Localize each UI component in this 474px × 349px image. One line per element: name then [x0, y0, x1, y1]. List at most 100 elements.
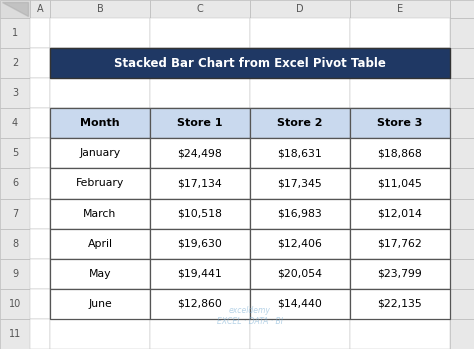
Bar [250, 78, 350, 108]
Text: $14,440: $14,440 [278, 299, 322, 309]
Text: $12,014: $12,014 [378, 209, 422, 218]
Bar [350, 48, 450, 78]
Text: Store 1: Store 1 [177, 118, 223, 128]
Bar [30, 138, 50, 169]
Bar [250, 259, 350, 289]
Text: 7: 7 [12, 209, 18, 218]
Bar [30, 108, 50, 138]
Bar [0, 48, 30, 78]
Text: April: April [88, 239, 112, 249]
Bar [450, 138, 474, 169]
Text: $20,054: $20,054 [277, 269, 322, 279]
Bar [50, 229, 150, 259]
Bar [250, 48, 350, 78]
Text: $19,630: $19,630 [178, 239, 222, 249]
Bar [0, 78, 30, 108]
Polygon shape [2, 2, 28, 16]
Bar [0, 319, 30, 349]
Bar [150, 48, 250, 78]
Text: A: A [36, 4, 43, 14]
Bar [50, 78, 150, 108]
Bar [150, 18, 250, 48]
Bar [450, 0, 474, 18]
Bar [350, 138, 450, 169]
Bar [50, 199, 150, 229]
Bar [250, 289, 350, 319]
Text: $23,799: $23,799 [378, 269, 422, 279]
Text: E: E [397, 4, 403, 14]
Text: 1: 1 [12, 28, 18, 38]
Bar [350, 0, 450, 18]
Bar [50, 48, 450, 78]
Bar [0, 138, 30, 169]
Bar [150, 0, 250, 18]
Bar [150, 169, 250, 199]
Bar [30, 229, 50, 259]
Bar [350, 199, 450, 229]
Text: February: February [76, 178, 124, 188]
Bar [350, 199, 450, 229]
Bar [250, 108, 350, 138]
Bar [50, 289, 150, 319]
Text: $24,498: $24,498 [178, 148, 222, 158]
Text: 5: 5 [12, 148, 18, 158]
Bar [350, 169, 450, 199]
Bar [50, 199, 150, 229]
Bar [250, 199, 350, 229]
Text: $19,441: $19,441 [178, 269, 222, 279]
Text: 11: 11 [9, 329, 21, 339]
Text: $12,406: $12,406 [278, 239, 322, 249]
Bar [150, 138, 250, 169]
Bar [0, 0, 474, 18]
Bar [50, 259, 150, 289]
Bar [350, 108, 450, 138]
Bar [350, 229, 450, 259]
Bar [50, 48, 150, 78]
Bar [250, 199, 350, 229]
Text: B: B [97, 4, 103, 14]
Text: $17,762: $17,762 [378, 239, 422, 249]
Bar [150, 108, 250, 138]
Bar [50, 289, 150, 319]
Text: $12,860: $12,860 [178, 299, 222, 309]
Text: $17,134: $17,134 [178, 178, 222, 188]
Bar [350, 169, 450, 199]
Bar [150, 229, 250, 259]
Bar [0, 108, 30, 138]
Text: January: January [80, 148, 120, 158]
Bar [150, 169, 250, 199]
Bar [50, 169, 150, 199]
Text: 3: 3 [12, 88, 18, 98]
Bar [150, 289, 250, 319]
Bar [30, 48, 50, 78]
Text: $18,868: $18,868 [378, 148, 422, 158]
Bar [250, 138, 350, 169]
Bar [150, 138, 250, 169]
Bar [250, 259, 350, 289]
Bar [30, 259, 50, 289]
Bar [150, 199, 250, 229]
Bar [30, 169, 50, 199]
Bar [350, 78, 450, 108]
Text: 9: 9 [12, 269, 18, 279]
Bar [250, 0, 350, 18]
Bar [0, 229, 30, 259]
Bar [350, 289, 450, 319]
Text: 2: 2 [12, 58, 18, 68]
Text: 4: 4 [12, 118, 18, 128]
Bar [350, 259, 450, 289]
Bar [50, 319, 150, 349]
Bar [50, 138, 150, 169]
Text: Store 2: Store 2 [277, 118, 323, 128]
Text: exceldemy
EXCEL · DATA · BI: exceldemy EXCEL · DATA · BI [217, 306, 283, 326]
Bar [30, 289, 50, 319]
Text: May: May [89, 269, 111, 279]
Bar [450, 169, 474, 199]
Text: Store 3: Store 3 [377, 118, 423, 128]
Bar [250, 169, 350, 199]
Text: 6: 6 [12, 178, 18, 188]
Bar [30, 18, 50, 48]
Bar [50, 0, 150, 18]
Bar [50, 108, 150, 138]
Bar [250, 169, 350, 199]
